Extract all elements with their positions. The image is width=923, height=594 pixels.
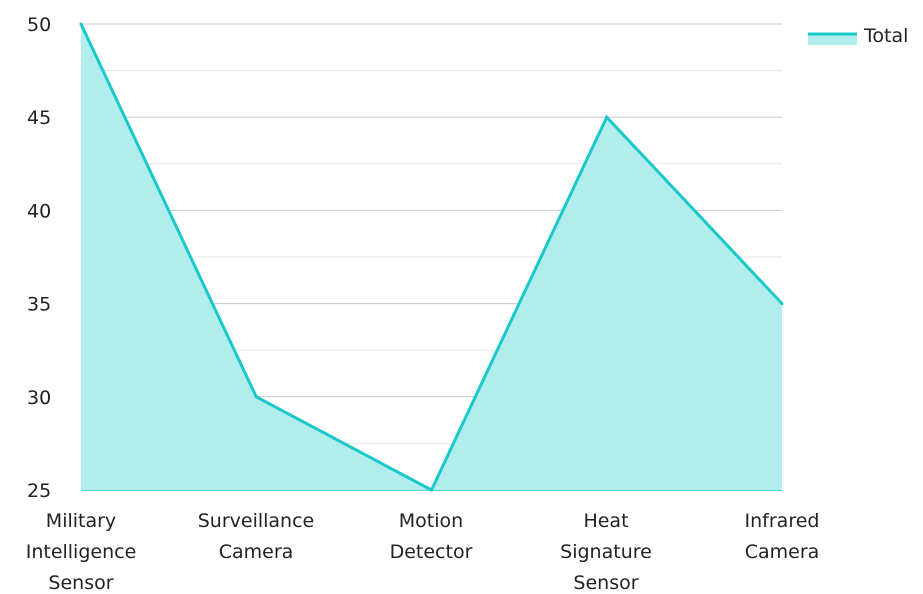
series-area [81,24,782,490]
data-point [430,488,433,492]
legend-label-total: Total [863,25,908,47]
x-category-label: Military Intelligence Sensor [26,510,137,594]
x-category-label: Infrared Camera [745,510,820,563]
y-tick-label: 40 [27,200,51,222]
data-point [254,395,258,399]
legend-swatch-total [808,34,857,45]
y-axis-ticks: 25 30 35 40 45 50 [27,14,51,502]
y-tick-label: 30 [27,387,51,409]
x-axis-categories: Military Intelligence Sensor Surveillance Ca… [26,510,820,594]
data-point [79,22,83,26]
x-category-label: Surveillance Camera [198,510,315,563]
y-tick-label: 25 [27,480,51,502]
y-tick-label: 35 [27,294,51,316]
x-category-label: Heat Signature Sensor [560,510,652,594]
legend: Total [808,25,908,47]
series-line [79,22,784,493]
y-tick-label: 45 [27,107,51,129]
data-point [605,115,609,119]
x-category-label: Motion Detector [390,510,473,563]
y-tick-label: 50 [27,14,51,36]
area-fill-total [81,24,782,490]
data-point [780,302,784,306]
